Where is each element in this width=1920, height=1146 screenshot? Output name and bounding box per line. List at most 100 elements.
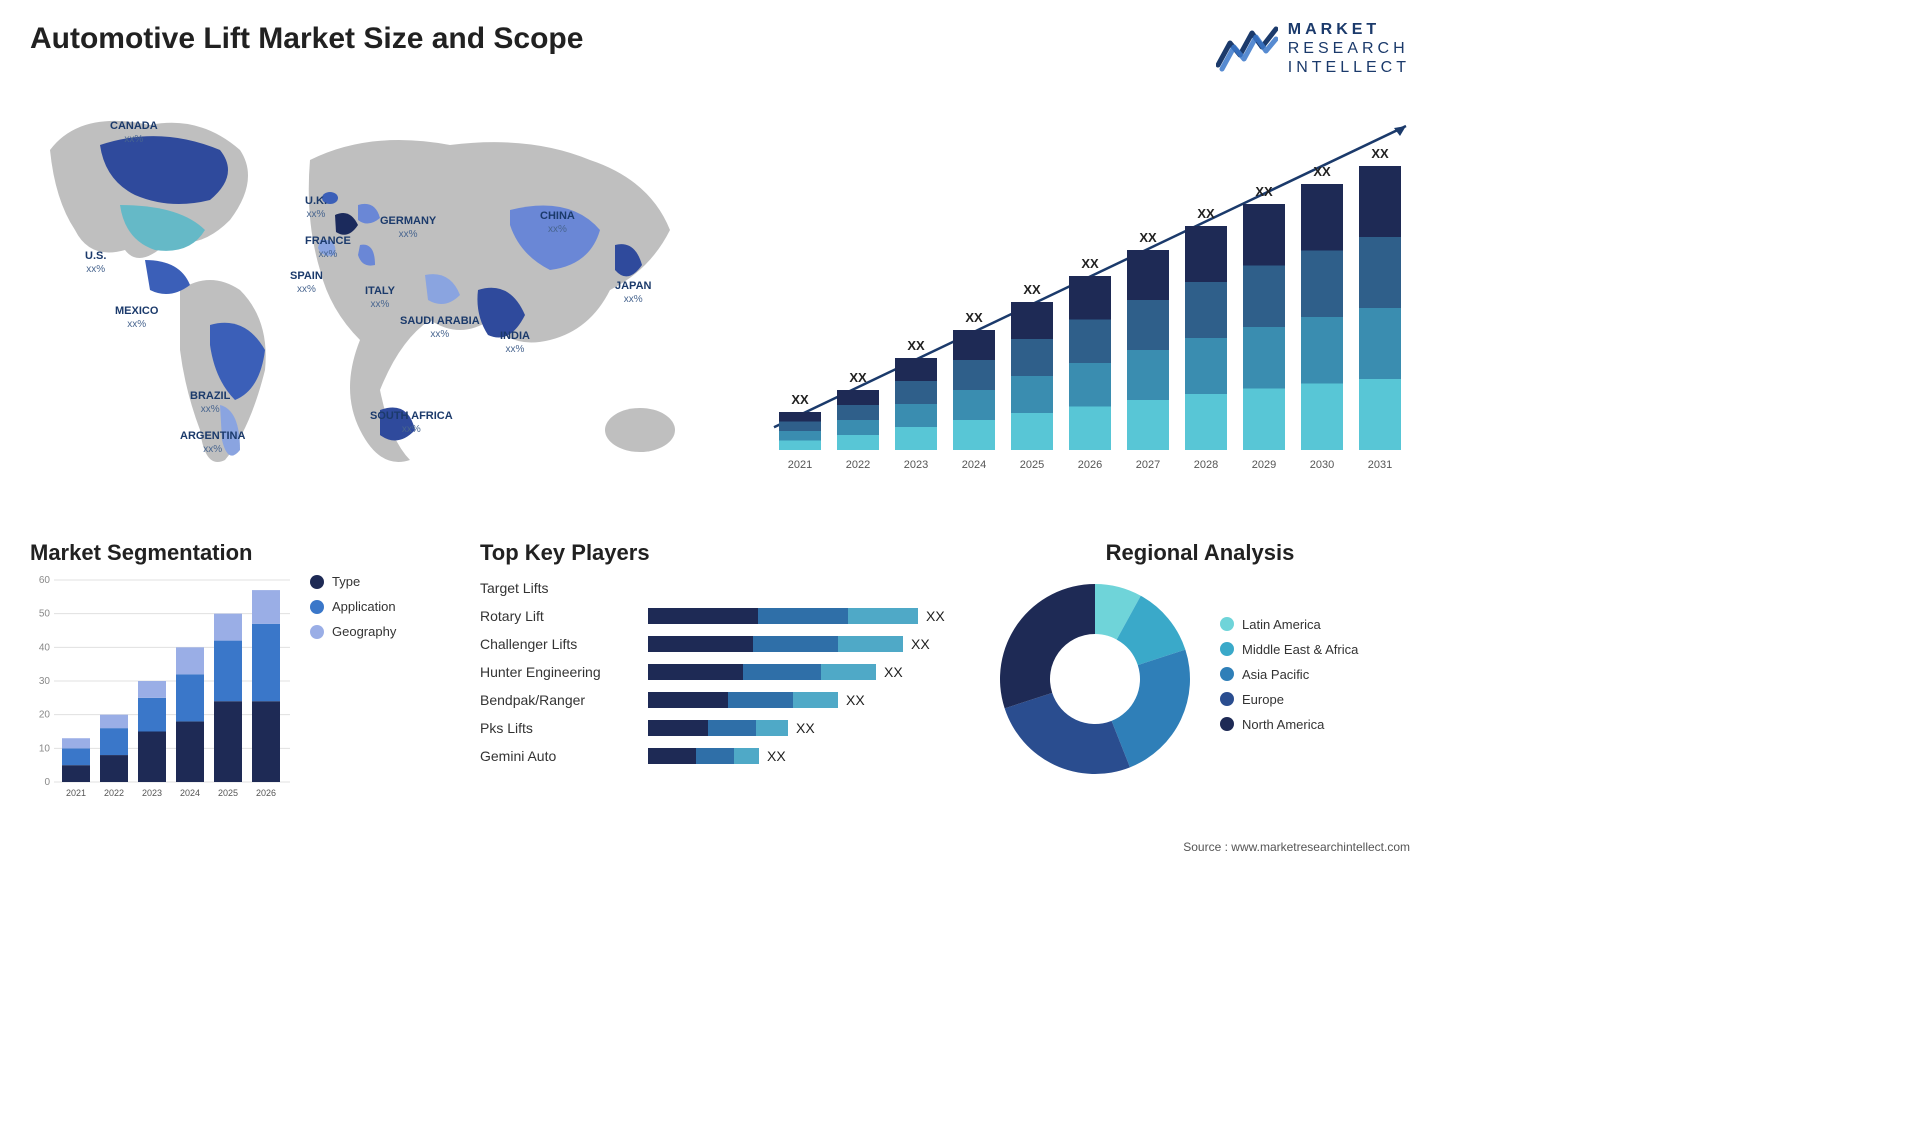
player-row: Bendpak/Ranger XX	[480, 686, 950, 714]
regional-legend: Latin America Middle East & Africa Asia Pa…	[1220, 617, 1358, 742]
player-name: Rotary Lift	[480, 608, 640, 624]
map-label: U.K.xx%	[305, 195, 327, 220]
page-title: Automotive Lift Market Size and Scope	[30, 22, 583, 56]
svg-text:2029: 2029	[1252, 459, 1276, 471]
player-row: Challenger Lifts XX	[480, 630, 950, 658]
legend-item: North America	[1220, 717, 1358, 732]
player-name: Target Lifts	[480, 580, 640, 596]
world-map-panel: CANADAxx% U.S.xx% MEXICOxx% BRAZILxx% ARGENT…	[30, 90, 710, 490]
svg-text:2022: 2022	[846, 459, 870, 471]
player-value: XX	[884, 664, 903, 680]
svg-text:XX: XX	[849, 370, 867, 385]
legend-item: Type	[310, 574, 396, 589]
player-bar	[648, 636, 903, 652]
legend-item: Europe	[1220, 692, 1358, 707]
regional-donut-chart	[990, 574, 1200, 784]
svg-text:50: 50	[39, 609, 51, 620]
svg-text:2028: 2028	[1194, 459, 1218, 471]
legend-item: Middle East & Africa	[1220, 642, 1358, 657]
svg-text:XX: XX	[1255, 184, 1273, 199]
map-label: INDIAxx%	[500, 330, 530, 355]
svg-text:XX: XX	[1081, 256, 1099, 271]
player-value: XX	[846, 692, 865, 708]
svg-text:XX: XX	[1313, 164, 1331, 179]
player-bar	[648, 720, 788, 736]
map-label: ARGENTINAxx%	[180, 430, 245, 455]
svg-text:2024: 2024	[180, 788, 200, 798]
svg-text:20: 20	[39, 710, 51, 721]
svg-text:2025: 2025	[1020, 459, 1044, 471]
svg-text:40: 40	[39, 642, 51, 653]
svg-text:XX: XX	[1197, 206, 1215, 221]
player-row: Hunter Engineering XX	[480, 658, 950, 686]
player-name: Challenger Lifts	[480, 636, 640, 652]
svg-text:XX: XX	[1371, 146, 1389, 161]
regional-panel: Regional Analysis Latin America Middle Ea…	[990, 540, 1410, 830]
player-value: XX	[926, 608, 945, 624]
source-text: Source : www.marketresearchintellect.com	[1183, 840, 1410, 854]
player-bar	[648, 664, 876, 680]
svg-text:2030: 2030	[1310, 459, 1334, 471]
svg-text:XX: XX	[907, 338, 925, 353]
legend-item: Latin America	[1220, 617, 1358, 632]
player-value: XX	[767, 748, 786, 764]
player-name: Pks Lifts	[480, 720, 640, 736]
svg-text:2026: 2026	[1078, 459, 1102, 471]
map-label: CANADAxx%	[110, 120, 158, 145]
svg-text:XX: XX	[1023, 282, 1041, 297]
map-label: SPAINxx%	[290, 270, 323, 295]
players-title: Top Key Players	[480, 540, 950, 566]
player-name: Hunter Engineering	[480, 664, 640, 680]
svg-text:XX: XX	[1139, 230, 1157, 245]
player-bar	[648, 692, 838, 708]
segmentation-bar-chart: 0 10 20 30 40 50 60 2021 2022 2023 2024 2025 2026	[30, 574, 290, 804]
segmentation-panel: Market Segmentation 0 10 20 30 40 50 60 2021 202…	[30, 540, 450, 830]
svg-text:60: 60	[39, 575, 51, 586]
player-value: XX	[911, 636, 930, 652]
segmentation-legend: Type Application Geography	[310, 574, 396, 649]
svg-text:30: 30	[39, 676, 51, 687]
player-name: Bendpak/Ranger	[480, 692, 640, 708]
growth-chart-panel: XX 2021 XX 2022 XX 2023 XX 2024 XX 2025 XX 2026 XX 20…	[750, 100, 1410, 480]
svg-text:2026: 2026	[256, 788, 276, 798]
svg-text:0: 0	[44, 777, 50, 788]
logo-mark-icon	[1216, 25, 1278, 73]
svg-text:XX: XX	[791, 392, 809, 407]
growth-bar-chart: XX 2021 XX 2022 XX 2023 XX 2024 XX 2025 XX 2026 XX 20…	[750, 100, 1410, 480]
map-label: U.S.xx%	[85, 250, 106, 275]
legend-item: Asia Pacific	[1220, 667, 1358, 682]
map-label: MEXICOxx%	[115, 305, 158, 330]
player-name: Gemini Auto	[480, 748, 640, 764]
map-label: ITALYxx%	[365, 285, 395, 310]
map-label: CHINAxx%	[540, 210, 575, 235]
map-label: SAUDI ARABIAxx%	[400, 315, 480, 340]
legend-item: Application	[310, 599, 396, 614]
svg-text:2023: 2023	[142, 788, 162, 798]
players-panel: Top Key Players Target Lifts Rotary Lift X…	[480, 540, 950, 830]
map-label: BRAZILxx%	[190, 390, 230, 415]
svg-text:2025: 2025	[218, 788, 238, 798]
svg-text:2021: 2021	[66, 788, 86, 798]
segmentation-title: Market Segmentation	[30, 540, 450, 566]
regional-title: Regional Analysis	[990, 540, 1410, 566]
svg-text:10: 10	[39, 743, 51, 754]
svg-text:2027: 2027	[1136, 459, 1160, 471]
svg-text:2021: 2021	[788, 459, 812, 471]
svg-text:2031: 2031	[1368, 459, 1392, 471]
svg-text:XX: XX	[965, 310, 983, 325]
player-bar	[648, 608, 918, 624]
legend-item: Geography	[310, 624, 396, 639]
svg-text:2024: 2024	[962, 459, 986, 471]
player-row: Pks LiftsXX	[480, 714, 950, 742]
map-label: SOUTH AFRICAxx%	[370, 410, 453, 435]
player-bar	[648, 748, 759, 764]
brand-logo: MARKET RESEARCH INTELLECT	[1216, 20, 1410, 78]
player-row: Gemini Auto XX	[480, 742, 950, 770]
map-label: FRANCExx%	[305, 235, 351, 260]
svg-text:2023: 2023	[904, 459, 928, 471]
logo-text: MARKET RESEARCH INTELLECT	[1288, 20, 1410, 78]
map-label: JAPANxx%	[615, 280, 651, 305]
svg-text:2022: 2022	[104, 788, 124, 798]
player-row: Target Lifts	[480, 574, 950, 602]
player-row: Rotary Lift XX	[480, 602, 950, 630]
